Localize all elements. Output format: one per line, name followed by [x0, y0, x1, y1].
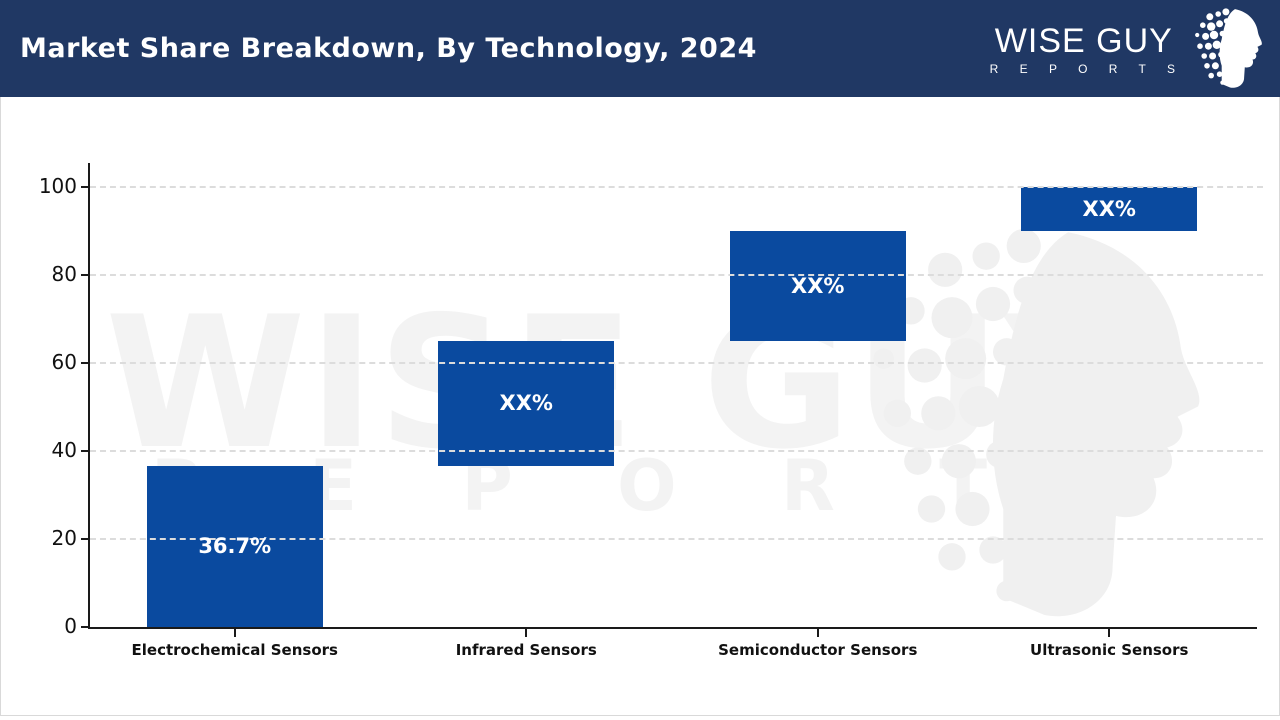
header-bar: Market Share Breakdown, By Technology, 2… [0, 0, 1280, 97]
logo-text: WISE GUY R E P O R T S [984, 22, 1184, 76]
category-label: Semiconductor Sensors [718, 641, 918, 659]
bar-value-label: 36.7% [198, 534, 272, 559]
category-label: Infrared Sensors [455, 641, 597, 659]
gridline [90, 450, 1263, 452]
y-tick [81, 626, 88, 628]
bar-value-label: XX% [499, 391, 553, 416]
bar-segment [438, 341, 615, 466]
category-label: Electrochemical Sensors [131, 641, 338, 659]
y-tick [81, 450, 88, 452]
x-tick [233, 629, 236, 637]
y-tick-label: 80 [51, 262, 77, 286]
watermark-head-icon [873, 228, 1200, 617]
y-tick-label: 20 [51, 526, 77, 550]
bar-segment [729, 231, 906, 341]
x-tick [525, 629, 528, 637]
chart-area: WISE GUY. R E P O R T S 0 20 40 60 80 100 36.7… [0, 97, 1280, 716]
gridline [90, 274, 1263, 276]
bar-segment [1021, 187, 1198, 231]
y-tick-label: 0 [64, 614, 77, 638]
wise-guy-head-icon [1195, 8, 1262, 88]
bar-value-label: XX% [1082, 197, 1136, 221]
bar-value-label: XX% [791, 274, 845, 298]
x-tick [816, 629, 819, 637]
y-tick [81, 362, 88, 364]
y-tick-label: 100 [38, 174, 77, 198]
y-tick [81, 274, 88, 276]
logo-wordmark: WISE GUY [994, 22, 1173, 60]
y-tick [81, 186, 88, 188]
gridline [90, 538, 1263, 540]
gridline [90, 186, 1263, 188]
wise-guy-logo: WISE GUY R E P O R T S [984, 4, 1270, 94]
page-title: Market Share Breakdown, By Technology, 2… [20, 33, 757, 64]
y-tick [81, 538, 88, 540]
y-tick-label: 40 [51, 438, 77, 462]
category-label: Ultrasonic Sensors [1030, 641, 1189, 659]
x-axis-spine [88, 627, 1257, 629]
y-tick-label: 60 [51, 350, 77, 374]
x-tick [1108, 629, 1111, 637]
logo-subtitle: R E P O R T S [989, 62, 1184, 76]
bar-segment [146, 465, 323, 627]
gridline [90, 362, 1263, 364]
y-axis-spine [88, 163, 90, 629]
